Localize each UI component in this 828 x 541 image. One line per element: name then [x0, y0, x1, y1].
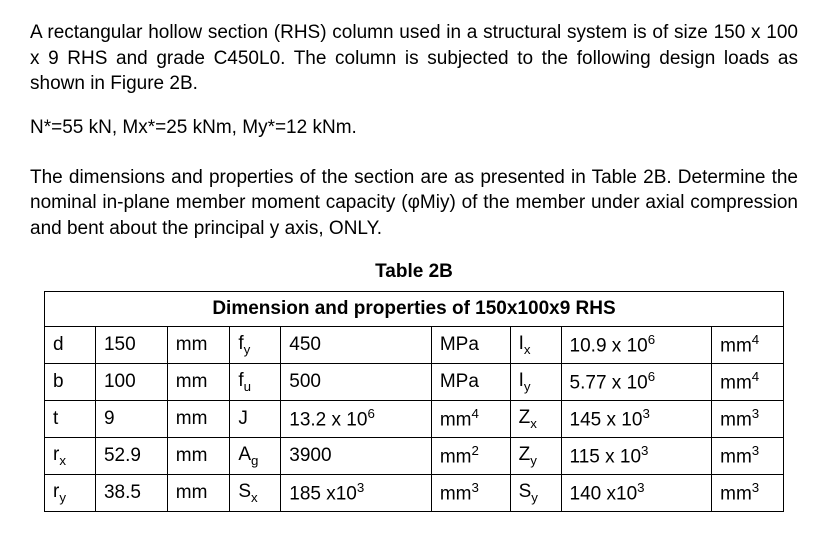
design-loads: N*=55 kN, Mx*=25 kNm, My*=12 kNm.: [30, 115, 798, 141]
cell-unit: mm4: [712, 363, 784, 400]
table-title: Table 2B: [30, 259, 798, 285]
cell-value: 10.9 x 106: [561, 326, 712, 363]
cell-value: 115 x 103: [561, 437, 712, 474]
cell-param: Iy: [510, 363, 561, 400]
cell-param: fu: [230, 363, 281, 400]
cell-unit: mm3: [431, 474, 510, 511]
cell-value: 3900: [281, 437, 432, 474]
cell-value: 450: [281, 326, 432, 363]
table-row: t9mmJ13.2 x 106mm4Zx145 x 103mm3: [45, 400, 784, 437]
cell-value: 100: [95, 363, 167, 400]
cell-unit: mm4: [712, 326, 784, 363]
cell-value: 9: [95, 400, 167, 437]
cell-param: Zx: [510, 400, 561, 437]
cell-value: 150: [95, 326, 167, 363]
cell-unit: mm: [167, 326, 230, 363]
cell-param: ry: [45, 474, 96, 511]
table-row: ry38.5mmSx185 x103mm3Sy140 x103mm3: [45, 474, 784, 511]
cell-unit: mm: [167, 363, 230, 400]
table-row: rx52.9mmAg3900mm2Zy115 x 103mm3: [45, 437, 784, 474]
table-row: b100mmfu500MPaIy5.77 x 106mm4: [45, 363, 784, 400]
cell-value: 145 x 103: [561, 400, 712, 437]
cell-param: rx: [45, 437, 96, 474]
cell-unit: MPa: [431, 326, 510, 363]
cell-value: 185 x103: [281, 474, 432, 511]
cell-unit: mm2: [431, 437, 510, 474]
cell-unit: mm: [167, 400, 230, 437]
cell-value: 52.9: [95, 437, 167, 474]
cell-value: 5.77 x 106: [561, 363, 712, 400]
cell-param: Sy: [510, 474, 561, 511]
properties-table: Dimension and properties of 150x100x9 RH…: [44, 291, 784, 511]
cell-unit: mm3: [712, 437, 784, 474]
cell-param: Ix: [510, 326, 561, 363]
cell-unit: MPa: [431, 363, 510, 400]
cell-unit: mm3: [712, 400, 784, 437]
cell-value: 13.2 x 106: [281, 400, 432, 437]
cell-value: 140 x103: [561, 474, 712, 511]
cell-param: Zy: [510, 437, 561, 474]
cell-param: Ag: [230, 437, 281, 474]
paragraph-task: The dimensions and properties of the sec…: [30, 165, 798, 242]
cell-param: Sx: [230, 474, 281, 511]
cell-value: 38.5: [95, 474, 167, 511]
paragraph-intro: A rectangular hollow section (RHS) colum…: [30, 20, 798, 97]
cell-param: J: [230, 400, 281, 437]
cell-unit: mm3: [712, 474, 784, 511]
cell-unit: mm: [167, 437, 230, 474]
table-header: Dimension and properties of 150x100x9 RH…: [45, 292, 784, 327]
cell-param: t: [45, 400, 96, 437]
cell-value: 500: [281, 363, 432, 400]
table-row: d150mmfy450MPaIx10.9 x 106mm4: [45, 326, 784, 363]
cell-unit: mm: [167, 474, 230, 511]
cell-param: b: [45, 363, 96, 400]
cell-param: d: [45, 326, 96, 363]
cell-unit: mm4: [431, 400, 510, 437]
cell-param: fy: [230, 326, 281, 363]
